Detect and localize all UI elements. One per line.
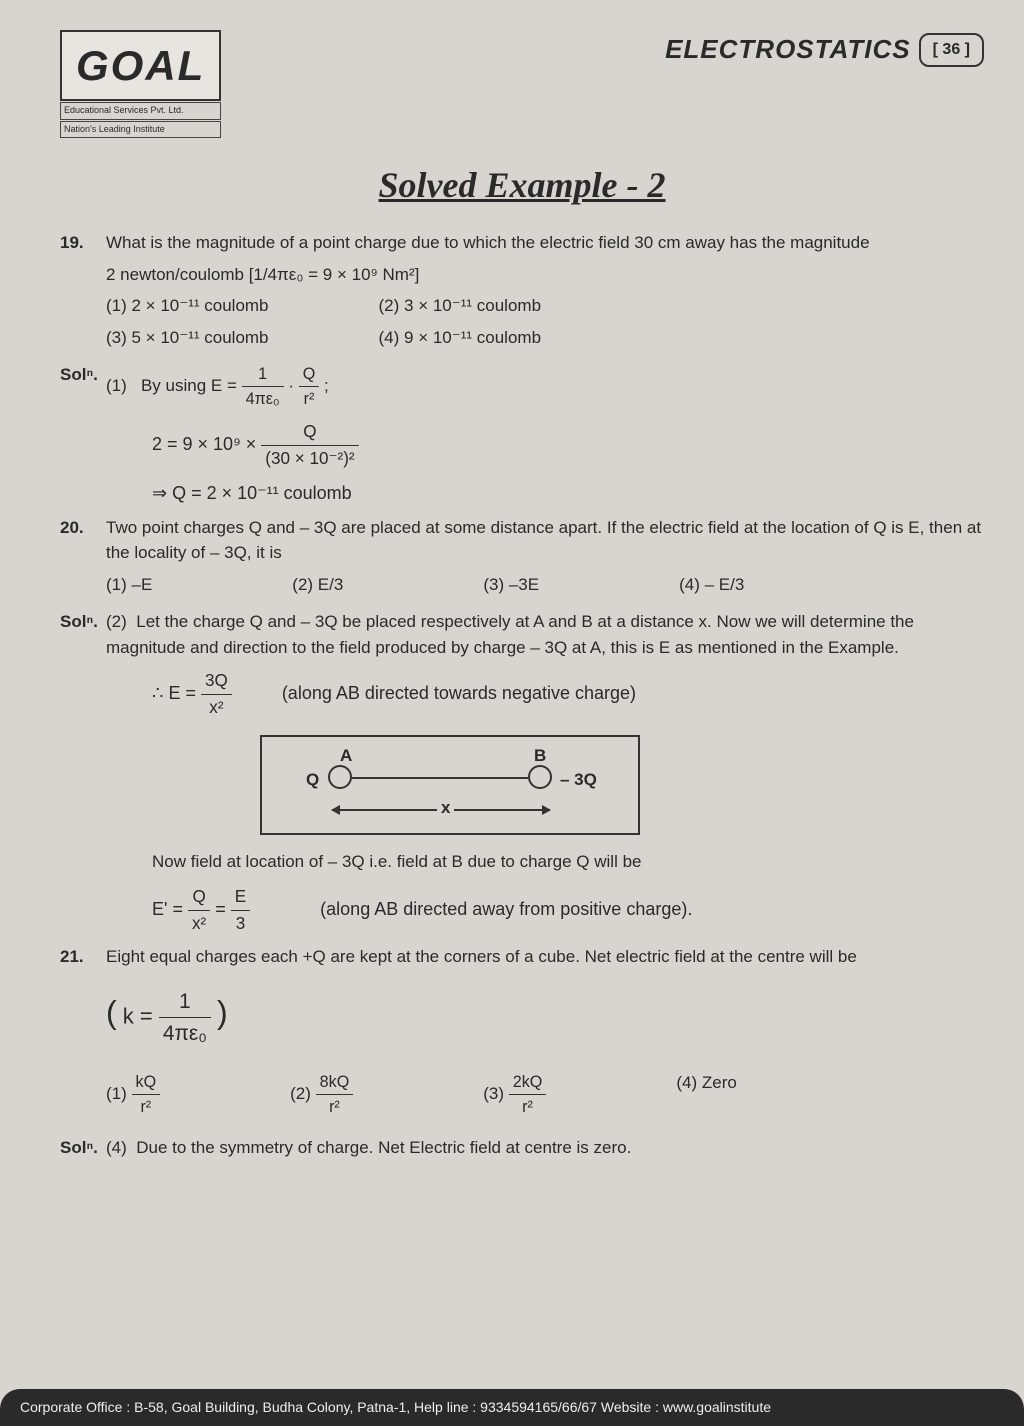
solution-label: Solⁿ. bbox=[60, 362, 106, 411]
solution-label: Solⁿ. bbox=[60, 609, 106, 660]
solution-20: Solⁿ. (2) Let the charge Q and – 3Q be p… bbox=[60, 609, 984, 660]
formula-line-3: ⇒ Q = 2 × 10⁻¹¹ coulomb bbox=[152, 480, 984, 507]
fraction: 14πε₀ bbox=[242, 362, 284, 411]
option-4: (4) 9 × 10⁻¹¹ coulomb bbox=[379, 325, 542, 351]
brand-logo: GOAL bbox=[60, 30, 221, 101]
charge-circle-a bbox=[328, 765, 352, 789]
option-1: (1) 2 × 10⁻¹¹ coulomb bbox=[106, 293, 269, 319]
fraction: 3Qx² bbox=[201, 668, 232, 720]
options-row-2: (3) 5 × 10⁻¹¹ coulomb (4) 9 × 10⁻¹¹ coul… bbox=[106, 325, 984, 351]
topic-title: ELECTROSTATICS bbox=[665, 30, 911, 69]
solution-19: Solⁿ. (1) By using E = 14πε₀ · Qr² ; bbox=[60, 362, 984, 411]
section-title: Solved Example - 2 bbox=[60, 158, 984, 212]
solution-body: (4) Due to the symmetry of charge. Net E… bbox=[106, 1135, 984, 1161]
solution-text: Let the charge Q and – 3Q be placed resp… bbox=[106, 612, 914, 657]
question-20: 20. Two point charges Q and – 3Q are pla… bbox=[60, 515, 984, 604]
question-19: 19. What is the magnitude of a point cha… bbox=[60, 230, 984, 356]
topic-block: ELECTROSTATICS [ 36 ] bbox=[665, 30, 984, 69]
direction-note-2: (along AB directed away from positive ch… bbox=[320, 899, 692, 919]
direction-note: (along AB directed towards negative char… bbox=[282, 683, 636, 703]
formula-Eprime: E' = Qx² = E3 (along AB directed away fr… bbox=[152, 884, 984, 936]
connector-line bbox=[352, 777, 528, 779]
solution-text: Due to the symmetry of charge. Net Elect… bbox=[136, 1138, 631, 1157]
question-body: Two point charges Q and – 3Q are placed … bbox=[106, 515, 984, 604]
formula-line-2: 2 = 9 × 10⁹ × Q(30 × 10⁻²)² bbox=[152, 419, 984, 471]
fraction: Qx² bbox=[188, 884, 210, 936]
question-text: Two point charges Q and – 3Q are placed … bbox=[106, 515, 984, 566]
question-number: 20. bbox=[60, 515, 106, 604]
page-header: GOAL Educational Services Pvt. Ltd. Nati… bbox=[60, 30, 984, 138]
solution-answer-num: (2) bbox=[106, 612, 127, 631]
fraction: Qr² bbox=[299, 362, 320, 411]
options-row-1: (1) 2 × 10⁻¹¹ coulomb (2) 3 × 10⁻¹¹ coul… bbox=[106, 293, 984, 319]
option-2: (2) 8kQr² bbox=[290, 1070, 353, 1119]
formula-E: ∴ E = 3Qx² (along AB directed towards ne… bbox=[152, 668, 984, 720]
label-x: x bbox=[437, 795, 454, 821]
options-row: (1) –E (2) E/3 (3) –3E (4) – E/3 bbox=[106, 572, 984, 598]
options-row: (1) kQr² (2) 8kQr² (3) 2kQr² (4) Zero bbox=[106, 1070, 984, 1119]
brand: GOAL Educational Services Pvt. Ltd. Nati… bbox=[60, 30, 221, 138]
charge-diagram: A B Q – 3Q x bbox=[260, 735, 640, 835]
label-Q: Q bbox=[306, 767, 319, 793]
question-21: 21. Eight equal charges each +Q are kept… bbox=[60, 944, 984, 970]
solution-body: (1) By using E = 14πε₀ · Qr² ; bbox=[106, 362, 984, 411]
option-1: (1) kQr² bbox=[106, 1070, 160, 1119]
page-footer: Corporate Office : B-58, Goal Building, … bbox=[0, 1389, 1024, 1426]
solution-answer-num: (1) bbox=[106, 376, 127, 395]
after-diagram-text: Now field at location of – 3Q i.e. field… bbox=[152, 849, 984, 875]
fraction: Q(30 × 10⁻²)² bbox=[261, 419, 358, 471]
option-1: (1) –E bbox=[106, 572, 152, 598]
brand-subtitle-2: Nation's Leading Institute bbox=[60, 121, 221, 139]
question-text-2: 2 newton/coulomb [1/4πε₀ = 9 × 10⁹ Nm²] bbox=[106, 262, 984, 288]
fraction: 14πε₀ bbox=[159, 986, 211, 1050]
fraction: E3 bbox=[231, 884, 250, 936]
charge-circle-b bbox=[528, 765, 552, 789]
label-minus3Q: – 3Q bbox=[560, 767, 597, 793]
question-body: What is the magnitude of a point charge … bbox=[106, 230, 984, 356]
page-number-badge: [ 36 ] bbox=[919, 33, 984, 67]
option-3: (3) –3E bbox=[483, 572, 539, 598]
question-text: What is the magnitude of a point charge … bbox=[106, 230, 984, 256]
k-expression: ( ( k = k = 14πε₀ ) bbox=[106, 986, 228, 1050]
option-3: (3) 5 × 10⁻¹¹ coulomb bbox=[106, 325, 269, 351]
option-2: (2) E/3 bbox=[292, 572, 343, 598]
option-4: (4) – E/3 bbox=[679, 572, 744, 598]
option-2: (2) 3 × 10⁻¹¹ coulomb bbox=[379, 293, 542, 319]
question-text: Eight equal charges each +Q are kept at … bbox=[106, 944, 984, 970]
solution-line-1: By using E = bbox=[141, 376, 242, 395]
solution-answer-num: (4) bbox=[106, 1138, 127, 1157]
solution-21: Solⁿ. (4) Due to the symmetry of charge.… bbox=[60, 1135, 984, 1161]
question-number: 19. bbox=[60, 230, 106, 356]
brand-subtitle-1: Educational Services Pvt. Ltd. bbox=[60, 102, 221, 120]
option-4: (4) Zero bbox=[676, 1070, 736, 1119]
question-body: Eight equal charges each +Q are kept at … bbox=[106, 944, 984, 970]
option-3: (3) 2kQr² bbox=[483, 1070, 546, 1119]
solution-body: (2) Let the charge Q and – 3Q be placed … bbox=[106, 609, 984, 660]
question-number: 21. bbox=[60, 944, 106, 970]
solution-label: Solⁿ. bbox=[60, 1135, 106, 1161]
